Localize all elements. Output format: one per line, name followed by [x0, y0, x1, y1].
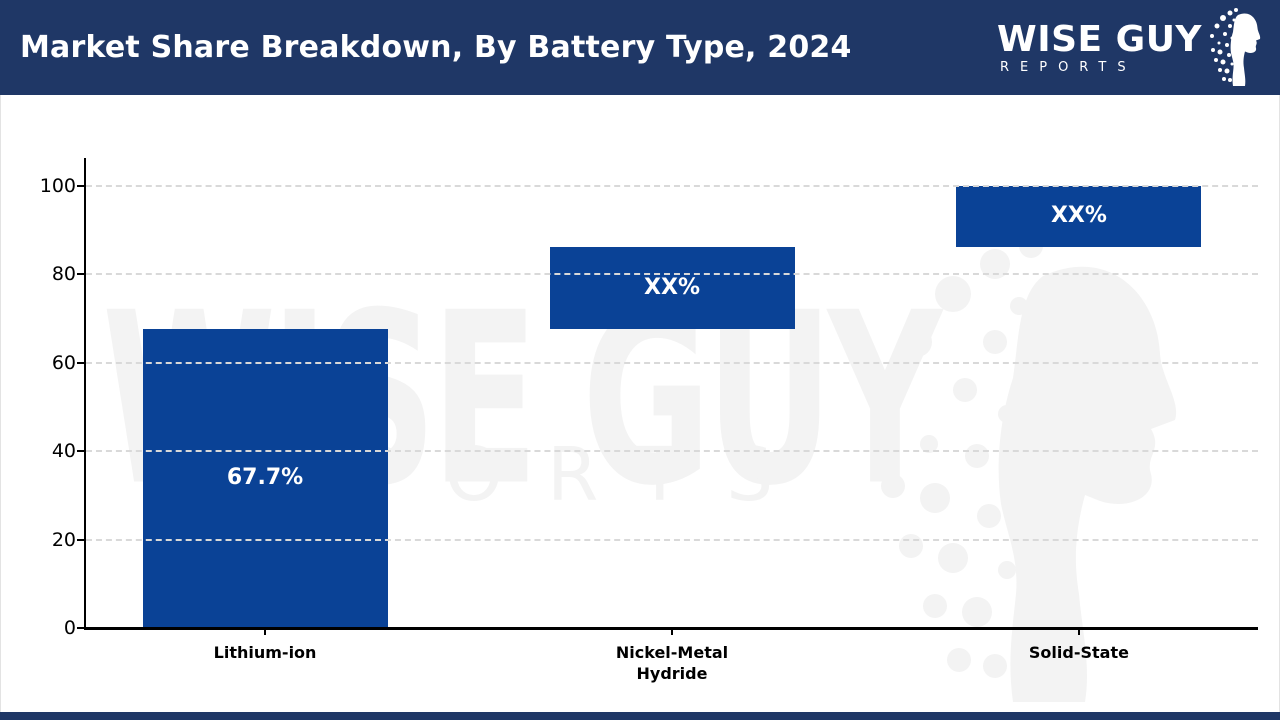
- ytick-mark-80: [77, 273, 85, 276]
- gridline-y60: [86, 361, 1258, 364]
- gridline-y100: [86, 185, 1258, 187]
- logo-subtext: REPORTS: [999, 60, 1137, 75]
- bar-solid-state: [956, 186, 1202, 247]
- bar-value-label-nickel-metal-hydride: XX%: [644, 274, 700, 300]
- bar-value-label-solid-state: XX%: [1050, 203, 1107, 229]
- x-axis-spine: [84, 627, 1258, 630]
- ytick-mark-60: [77, 361, 85, 364]
- category-label-nickel-metal-hydride: Nickel-Metal Hydride: [615, 643, 729, 683]
- y-axis-spine: [84, 158, 86, 630]
- ytick-label-60: 60: [51, 351, 76, 374]
- logo-wordmark: WISE GUY: [996, 19, 1202, 60]
- bar-value-label-lithium-ion: 67.7%: [226, 465, 304, 491]
- xtick-mark-lithium-ion: [264, 628, 267, 635]
- ytick-label-100: 100: [39, 175, 76, 197]
- gridline-y80: [86, 273, 1258, 276]
- bar-lithium-ion: [142, 328, 388, 628]
- category-label-solid-state: Solid-State: [1028, 643, 1129, 662]
- header-bar: Market Share Breakdown, By Battery Type,…: [0, 0, 1280, 95]
- ytick-mark-100: [77, 185, 85, 187]
- ytick-mark-0: [77, 627, 85, 629]
- gridline-y40: [86, 450, 1258, 453]
- ytick-label-20: 20: [51, 528, 76, 551]
- chart-title: Market Share Breakdown, By Battery Type,…: [20, 30, 852, 65]
- ytick-label-40: 40: [51, 440, 76, 463]
- ytick-label-0: 0: [63, 617, 76, 639]
- xtick-mark-nickel-metal-hydride: [671, 628, 673, 635]
- footer-bar: [0, 712, 1280, 720]
- xtick-mark-solid-state: [1077, 628, 1080, 635]
- category-label-lithium-ion: Lithium-ion: [213, 643, 317, 662]
- ytick-mark-40: [77, 450, 85, 453]
- logo-text: WISE GUY REPORTS: [996, 19, 1202, 75]
- wiseguy-logo: WISE GUY REPORTS: [997, 6, 1266, 86]
- bar-nickel-metal-hydride: [549, 246, 795, 329]
- watermark-face-icon: [875, 234, 1177, 702]
- gridline-y20: [86, 538, 1258, 541]
- ytick-label-80: 80: [51, 263, 76, 286]
- ytick-mark-20: [77, 538, 85, 541]
